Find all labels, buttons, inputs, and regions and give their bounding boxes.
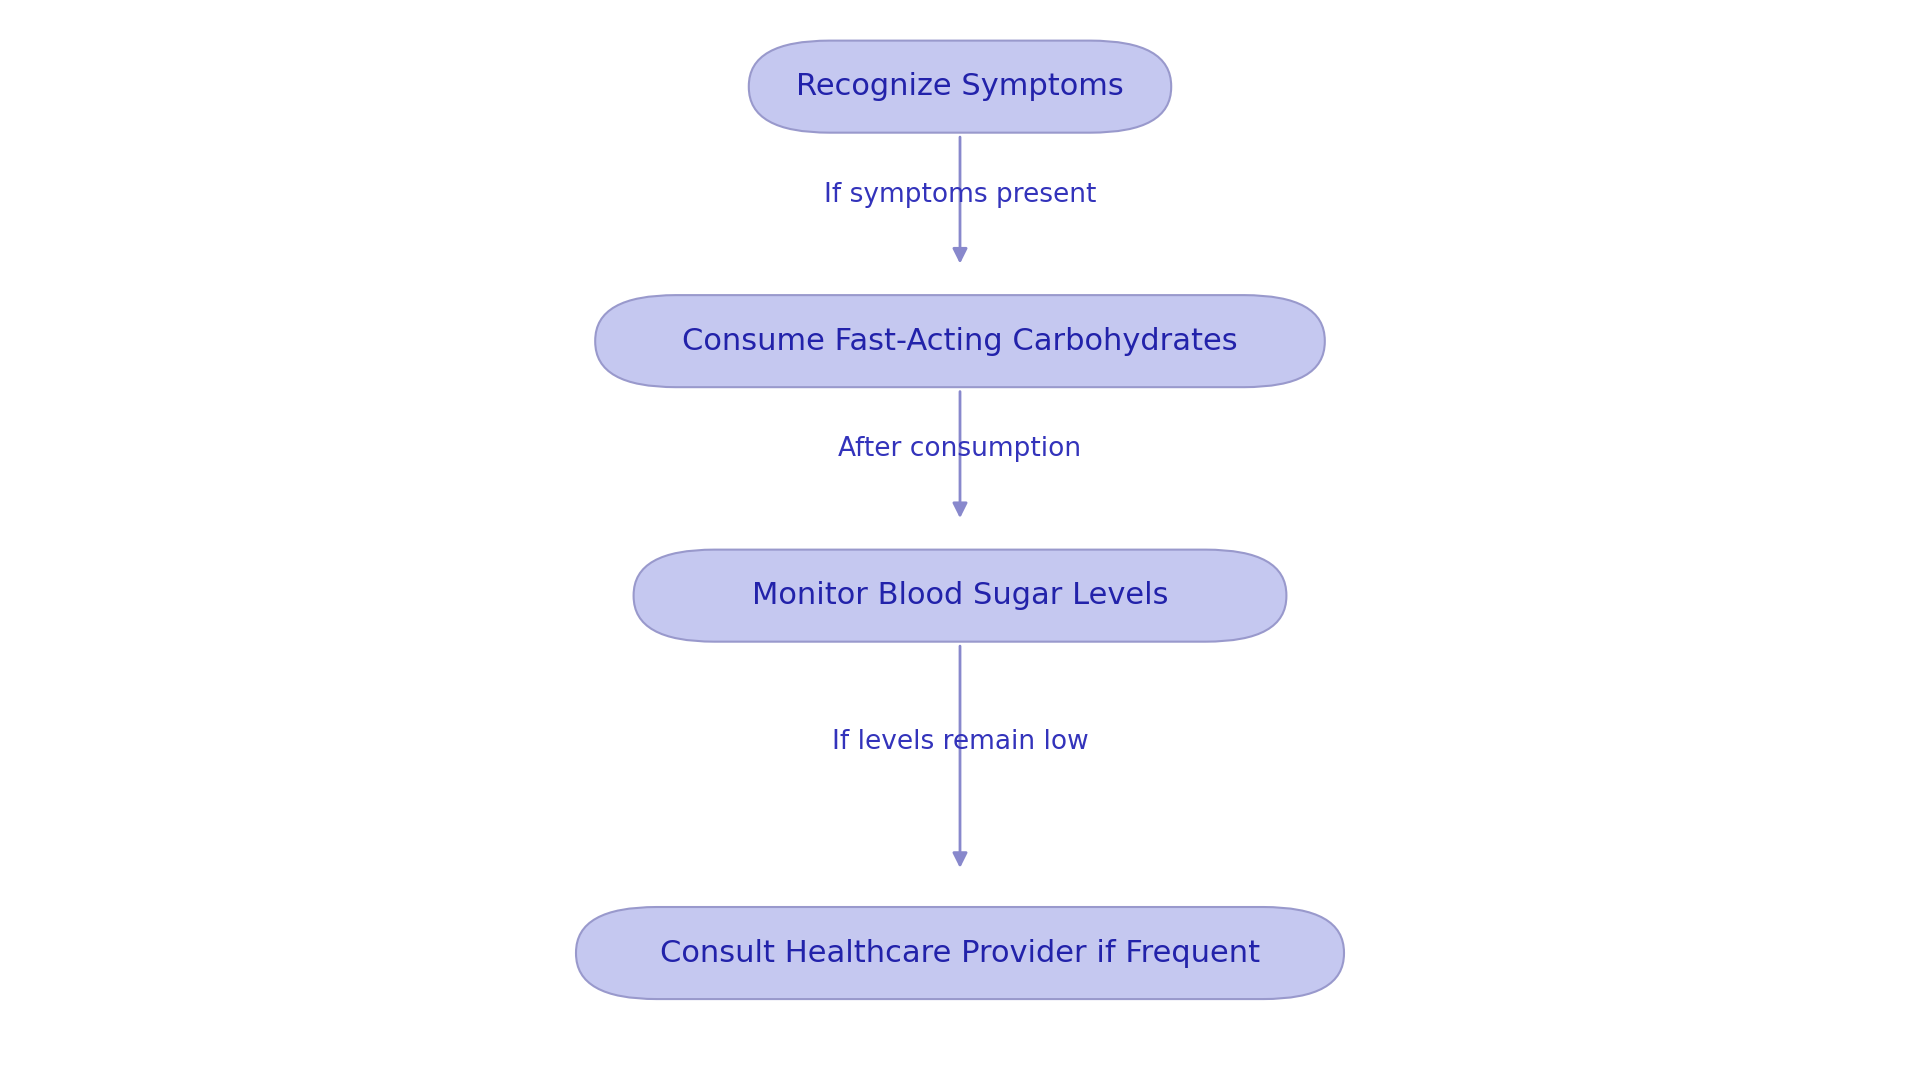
Text: Recognize Symptoms: Recognize Symptoms — [797, 73, 1123, 101]
FancyBboxPatch shape — [634, 549, 1286, 641]
Text: After consumption: After consumption — [839, 436, 1081, 462]
Text: Consume Fast-Acting Carbohydrates: Consume Fast-Acting Carbohydrates — [682, 327, 1238, 355]
Text: If symptoms present: If symptoms present — [824, 182, 1096, 208]
Text: Consult Healthcare Provider if Frequent: Consult Healthcare Provider if Frequent — [660, 939, 1260, 967]
Text: Monitor Blood Sugar Levels: Monitor Blood Sugar Levels — [753, 582, 1167, 610]
Text: If levels remain low: If levels remain low — [831, 729, 1089, 755]
FancyBboxPatch shape — [576, 908, 1344, 999]
FancyBboxPatch shape — [595, 295, 1325, 387]
FancyBboxPatch shape — [749, 40, 1171, 132]
